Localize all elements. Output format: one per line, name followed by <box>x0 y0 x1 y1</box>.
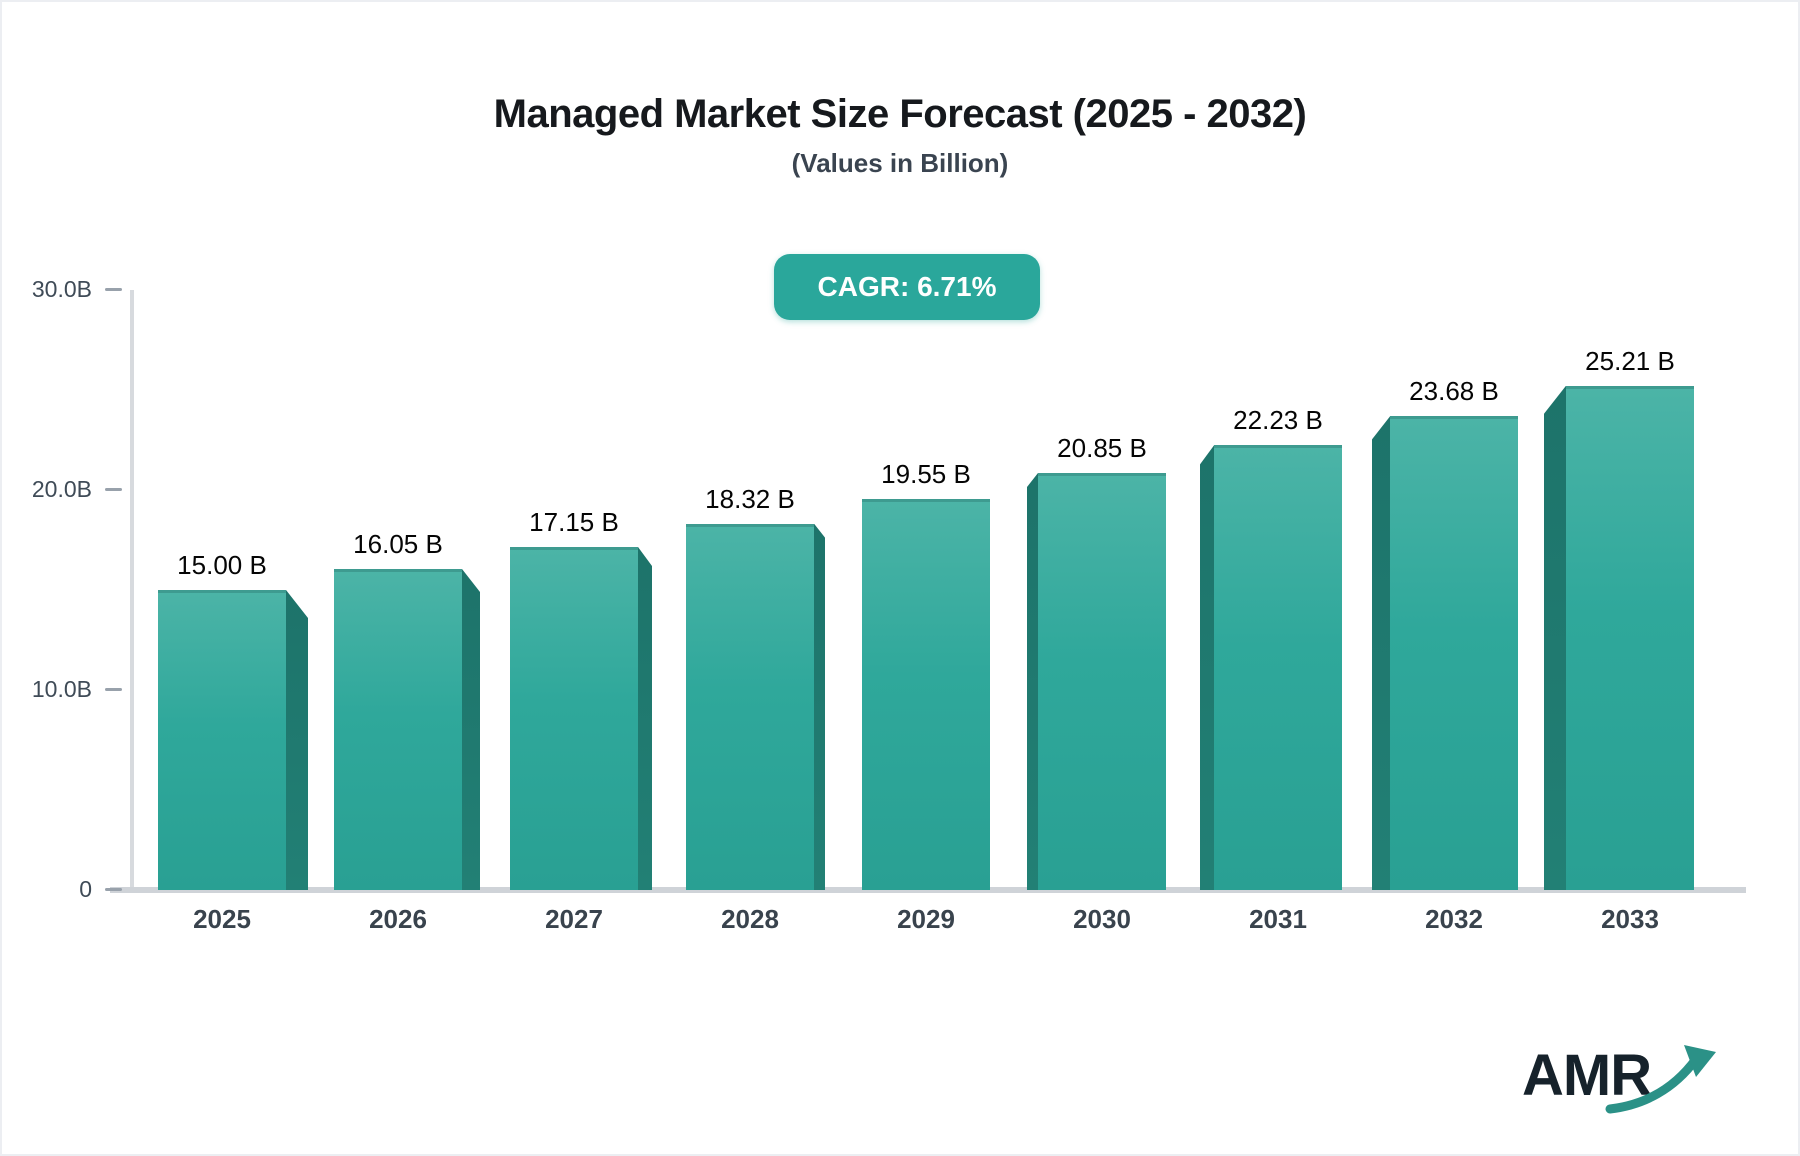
bar-value-label: 15.00 B <box>177 550 267 580</box>
y-tick-mark <box>105 688 122 691</box>
bar-2030 <box>1038 473 1166 890</box>
y-tick-label: 10.0B <box>31 676 92 702</box>
x-axis-label-2033: 2033 <box>1601 904 1659 934</box>
bar-2029 <box>862 499 990 890</box>
amr-logo-text: AMR <box>1522 1043 1652 1108</box>
bar-2030-side <box>1027 473 1038 890</box>
bar-value-label: 23.68 B <box>1409 376 1499 407</box>
bar-value-label: 17.15 B <box>529 507 619 537</box>
x-axis-baseline <box>110 887 1746 893</box>
x-axis-label-2025: 2025 <box>193 904 251 934</box>
bar-2032-side <box>1372 416 1390 890</box>
y-tick-label: 0 <box>79 876 92 902</box>
page-title: Managed Market Size Forecast (2025 - 203… <box>493 92 1307 136</box>
bar-2033 <box>1566 385 1694 890</box>
page-subtitle: (Values in Billion) <box>791 148 1009 178</box>
x-axis-label-2030: 2030 <box>1073 904 1131 934</box>
bar-2026-side <box>462 569 480 890</box>
bar-2033-side <box>1544 385 1566 890</box>
bar-2028 <box>686 523 814 890</box>
bar-2032 <box>1390 416 1518 890</box>
x-axis-label-2028: 2028 <box>721 904 779 934</box>
bar-value-label: 19.55 B <box>881 459 971 489</box>
bar-value-label: 18.32 B <box>705 483 795 514</box>
bar-2025-side <box>286 590 308 890</box>
bar-2027-side <box>638 547 652 890</box>
y-axis-line <box>130 290 134 890</box>
bar-2031 <box>1214 445 1342 890</box>
x-axis-label-2029: 2029 <box>897 904 955 934</box>
x-axis-label-2027: 2027 <box>545 904 603 934</box>
bar-value-label: 16.05 B <box>353 529 443 559</box>
bar-2031-side <box>1200 445 1214 890</box>
bar-value-label: 22.23 B <box>1233 405 1323 436</box>
bar-2027 <box>510 547 638 890</box>
x-axis-label-2026: 2026 <box>369 904 427 934</box>
bar-2028-side <box>814 523 825 890</box>
bar-2025 <box>158 590 286 890</box>
x-axis-label-2032: 2032 <box>1425 904 1483 934</box>
bar-value-label: 20.85 B <box>1057 433 1147 463</box>
cagr-badge: CAGR: 6.71% <box>774 254 1040 320</box>
y-tick-mark <box>105 488 122 491</box>
x-axis-label-2031: 2031 <box>1249 904 1307 934</box>
bar-2026 <box>334 569 462 890</box>
amr-logo: AMR <box>1522 1037 1752 1127</box>
y-tick-mark <box>105 288 122 291</box>
y-tick-label: 30.0B <box>31 276 92 302</box>
y-tick-mark <box>105 888 122 891</box>
bar-value-label: 25.21 B <box>1585 345 1675 376</box>
y-tick-label: 20.0B <box>31 476 92 502</box>
growth-arrow-icon <box>1605 1045 1716 1114</box>
